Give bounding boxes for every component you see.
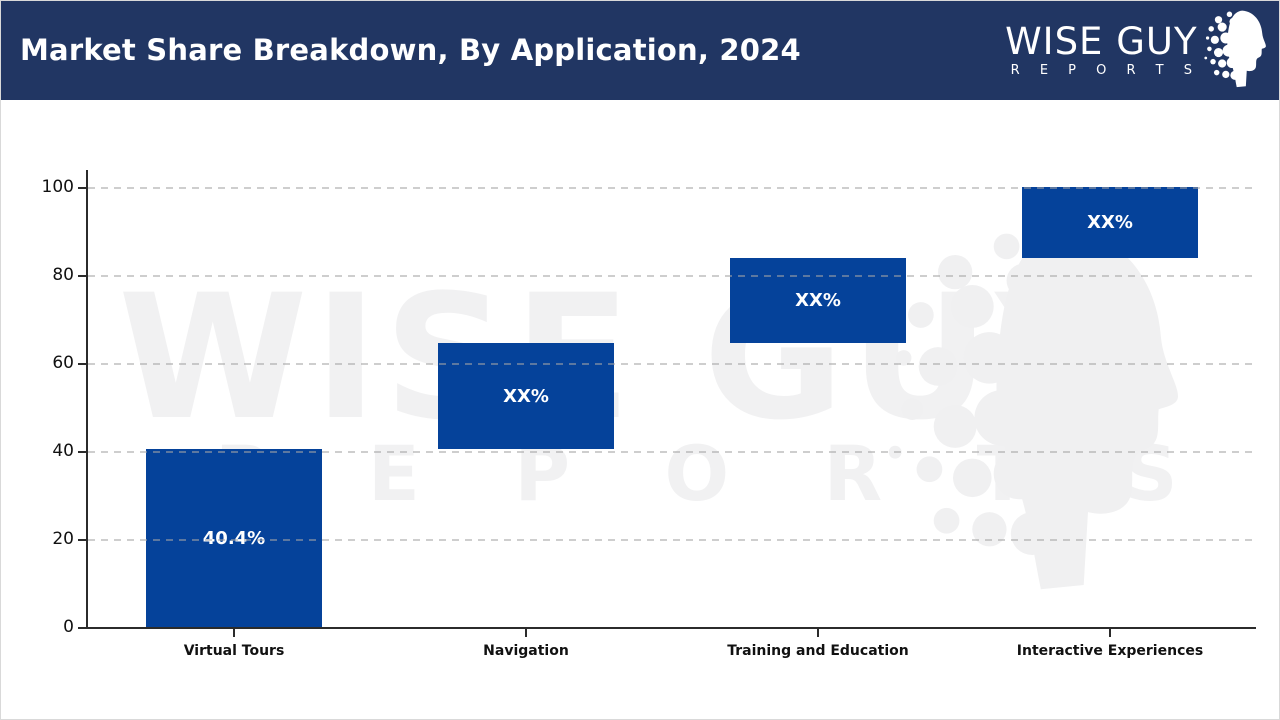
bar-value-label: 40.4% — [203, 528, 265, 549]
bar-value-label: XX% — [503, 385, 549, 407]
page-title: Market Share Breakdown, By Application, … — [20, 33, 801, 67]
y-tick-label: 0 — [63, 617, 74, 637]
y-axis-tick — [78, 451, 86, 453]
y-axis-tick — [78, 275, 86, 277]
brand-name: WISE GUY — [1005, 19, 1198, 63]
x-category-label: Interactive Experiences — [1016, 643, 1204, 659]
y-axis-tick — [78, 627, 86, 629]
x-axis-tick — [817, 629, 819, 637]
brand-face-icon — [1202, 7, 1266, 93]
x-axis-tick — [1109, 629, 1111, 637]
chart-plot-area: 0 20 40 60 80 100 40.4% Virtual Tours XX% Navigat… — [0, 100, 1280, 720]
y-tick-label: 20 — [52, 529, 74, 549]
gridline — [88, 539, 1256, 541]
y-tick-label: 80 — [52, 265, 74, 285]
y-axis-tick — [78, 363, 86, 365]
brand-logo-text: WISE GUY R E P O R T S — [1003, 23, 1200, 78]
brand-logo: WISE GUY R E P O R T S — [1003, 7, 1266, 93]
bar-value-label: XX% — [1087, 212, 1133, 234]
x-axis-tick — [233, 629, 235, 637]
waterfall-bar: XX% — [1022, 187, 1198, 259]
gridline — [88, 451, 1256, 453]
waterfall-bar: XX% — [438, 343, 614, 450]
x-axis-tick — [525, 629, 527, 637]
gridline — [88, 187, 1256, 189]
x-category-label: Navigation — [483, 643, 569, 659]
waterfall-bar: XX% — [730, 258, 906, 344]
y-axis-tick — [78, 539, 86, 541]
brand-subname: R E P O R T S — [1010, 62, 1200, 78]
y-tick-label: 40 — [52, 441, 74, 461]
waterfall-bar: 40.4% — [146, 449, 322, 627]
y-axis-tick — [78, 187, 86, 189]
y-tick-label: 100 — [41, 177, 74, 197]
header-bar: Market Share Breakdown, By Application, … — [0, 0, 1280, 100]
x-category-label: Virtual Tours — [183, 643, 285, 659]
y-axis-line — [86, 170, 88, 629]
x-category-label: Training and Education — [727, 643, 909, 659]
y-tick-label: 60 — [52, 353, 74, 373]
x-axis-line — [86, 627, 1256, 629]
bar-value-label: XX% — [795, 290, 841, 312]
gridline — [88, 275, 1256, 277]
gridline — [88, 363, 1256, 365]
